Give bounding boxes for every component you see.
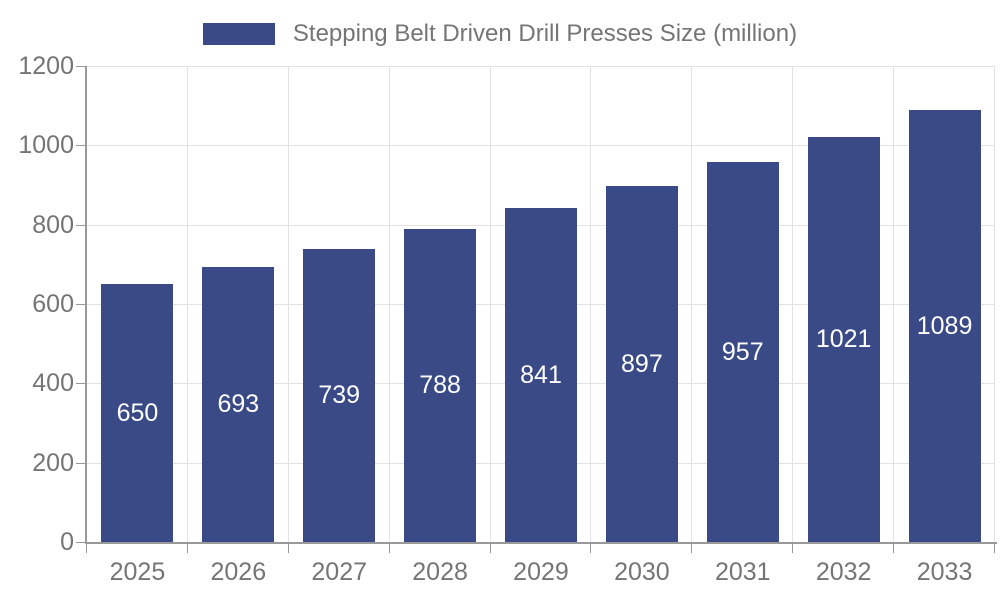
v-gridline [691, 66, 693, 542]
legend-label: Stepping Belt Driven Drill Presses Size … [292, 20, 798, 47]
y-axis-tick [76, 542, 85, 543]
bar-value-label: 1089 [916, 311, 973, 340]
y-axis-line [85, 66, 87, 544]
v-gridline [893, 66, 895, 542]
bar[interactable]: 788 [404, 229, 477, 542]
y-tick-label: 1200 [18, 52, 74, 80]
x-axis-tick [388, 544, 390, 553]
v-gridline [590, 66, 592, 542]
bar-value-label: 1021 [815, 325, 872, 353]
x-tick-label: 2028 [412, 558, 468, 586]
x-axis-tick [893, 544, 895, 553]
v-gridline [388, 66, 390, 542]
v-gridline [287, 66, 289, 542]
y-axis-tick [76, 304, 85, 305]
bar[interactable]: 957 [706, 162, 779, 542]
bar[interactable]: 650 [101, 284, 174, 542]
x-tick-label: 2033 [916, 558, 973, 586]
bar[interactable]: 693 [202, 267, 275, 542]
x-tick-label: 2029 [513, 558, 569, 586]
y-axis-tick [76, 462, 85, 464]
x-tick-label: 2032 [815, 558, 872, 586]
y-tick-label: 600 [32, 290, 74, 318]
bar-value-label: 788 [419, 371, 461, 400]
y-tick-label: 1000 [18, 131, 74, 160]
legend-swatch [202, 23, 275, 45]
bar[interactable]: 841 [505, 208, 577, 542]
y-axis-tick [76, 383, 85, 385]
v-gridline [792, 66, 794, 542]
x-tick-label: 2031 [714, 558, 771, 586]
x-axis-tick [792, 544, 794, 553]
v-gridline [489, 66, 491, 542]
bar-value-label: 650 [116, 398, 159, 427]
x-axis-tick [691, 544, 693, 553]
y-tick-label: 400 [32, 369, 74, 398]
y-tick-label: 800 [32, 210, 74, 239]
y-axis-tick [76, 224, 85, 226]
x-axis-tick [590, 544, 592, 553]
x-axis-tick [994, 544, 995, 553]
h-gridline [87, 66, 995, 67]
x-tick-label: 2027 [311, 558, 368, 586]
bar-value-label: 957 [721, 337, 764, 366]
x-axis-tick [489, 544, 491, 553]
x-tick-label: 2026 [210, 558, 267, 586]
bar-value-label: 739 [318, 380, 361, 409]
y-axis-tick [76, 145, 85, 147]
h-gridline [87, 145, 995, 147]
bar[interactable]: 1021 [807, 137, 880, 542]
y-tick-label: 0 [60, 528, 74, 556]
bar[interactable]: 739 [303, 248, 376, 542]
bar-value-label: 693 [217, 390, 260, 419]
x-axis-line [85, 542, 997, 544]
x-axis-tick [86, 544, 87, 553]
x-tick-label: 2025 [109, 558, 166, 586]
x-axis-tick [287, 544, 289, 553]
bar[interactable]: 897 [605, 186, 678, 542]
bar[interactable]: 1089 [908, 110, 981, 542]
v-gridline [994, 66, 995, 542]
v-gridline [186, 66, 188, 542]
legend-item[interactable]: Stepping Belt Driven Drill Presses Size … [0, 20, 1000, 48]
y-tick-label: 200 [32, 448, 74, 477]
x-tick-label: 2030 [614, 558, 670, 586]
x-axis-tick [186, 544, 188, 553]
bar-value-label: 897 [621, 349, 663, 378]
plot-area: 650 693 739 788 841 897 957 1021 1089 [76, 66, 997, 553]
y-axis-tick [76, 66, 85, 67]
bar-value-label: 841 [520, 360, 562, 389]
